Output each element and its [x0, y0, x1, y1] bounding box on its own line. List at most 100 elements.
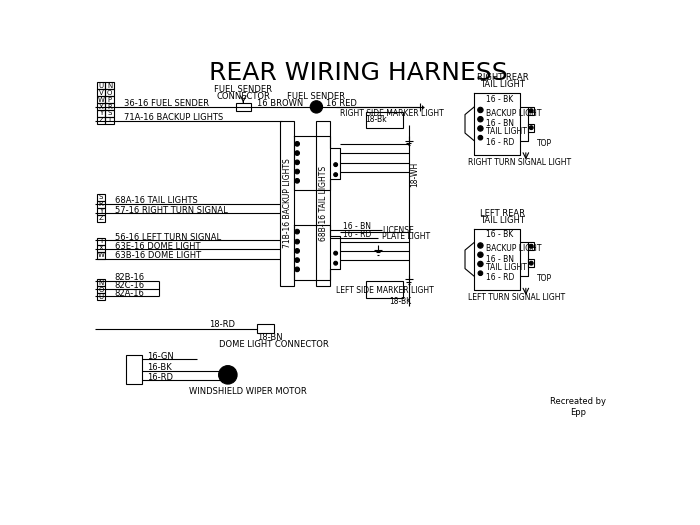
- Circle shape: [295, 267, 300, 271]
- Text: 56-16 LEFT TURN SIGNAL: 56-16 LEFT TURN SIGNAL: [115, 233, 220, 242]
- Text: LEFT TURN SIGNAL LIGHT: LEFT TURN SIGNAL LIGHT: [468, 293, 565, 302]
- Bar: [106, 117, 114, 124]
- Text: FUEL SENDER: FUEL SENDER: [288, 91, 345, 101]
- Text: FUEL SENDER: FUEL SENDER: [214, 86, 272, 94]
- Text: 18-RD: 18-RD: [209, 320, 235, 329]
- Bar: [235, 103, 251, 111]
- Circle shape: [334, 173, 337, 176]
- Text: BACKUP LIGHT: BACKUP LIGHT: [486, 244, 541, 253]
- Text: LICENSE: LICENSE: [382, 226, 414, 235]
- Circle shape: [529, 244, 533, 248]
- Text: CONNECTOR: CONNECTOR: [216, 91, 270, 101]
- Text: 16 - BN: 16 - BN: [486, 119, 514, 128]
- Text: BACKUP LIGHT: BACKUP LIGHT: [486, 109, 541, 118]
- Bar: [97, 208, 106, 215]
- Bar: [97, 110, 106, 117]
- Text: O: O: [107, 90, 112, 96]
- Bar: [106, 110, 114, 117]
- Circle shape: [334, 163, 337, 166]
- Text: RIGHT REAR: RIGHT REAR: [477, 73, 528, 82]
- Text: S: S: [99, 194, 104, 201]
- Circle shape: [218, 365, 237, 384]
- Text: R: R: [99, 201, 104, 207]
- Circle shape: [477, 252, 483, 257]
- Text: 82B-16: 82B-16: [115, 274, 145, 282]
- Text: 71B-16 BACKUP LIGHTS: 71B-16 BACKUP LIGHTS: [283, 159, 292, 248]
- Text: V: V: [99, 90, 104, 96]
- Text: Recreated by
Epp: Recreated by Epp: [550, 397, 606, 417]
- Circle shape: [477, 107, 483, 113]
- Bar: [97, 245, 106, 251]
- Bar: [528, 107, 534, 114]
- Text: 16 RED: 16 RED: [326, 99, 356, 108]
- Text: LEFT REAR: LEFT REAR: [480, 208, 525, 218]
- Circle shape: [478, 271, 483, 276]
- Circle shape: [310, 101, 323, 113]
- Bar: [528, 243, 534, 250]
- Circle shape: [334, 261, 337, 265]
- Text: 68A-16 TAIL LIGHTS: 68A-16 TAIL LIGHTS: [115, 196, 197, 205]
- Bar: [97, 286, 106, 293]
- Text: O: O: [99, 287, 104, 293]
- Circle shape: [315, 106, 318, 109]
- Text: Y: Y: [99, 208, 104, 214]
- Text: TOP: TOP: [538, 139, 552, 148]
- Text: Z: Z: [99, 215, 104, 221]
- Text: N: N: [107, 83, 112, 89]
- Text: TOP: TOP: [538, 274, 552, 283]
- Bar: [257, 324, 274, 333]
- Text: TAIL LIGHT: TAIL LIGHT: [486, 262, 526, 271]
- Circle shape: [295, 151, 300, 155]
- Text: PLATE LIGHT: PLATE LIGHT: [382, 232, 430, 241]
- Text: 68B-16 TAIL LIGHTS: 68B-16 TAIL LIGHTS: [318, 166, 328, 241]
- Circle shape: [295, 169, 300, 174]
- Bar: [106, 89, 114, 96]
- Text: RIGHT SIDE MARKER LIGHT: RIGHT SIDE MARKER LIGHT: [340, 109, 443, 118]
- Text: Z: Z: [99, 118, 104, 123]
- Circle shape: [529, 126, 533, 130]
- Text: 63E-16 DOME LIGHT: 63E-16 DOME LIGHT: [115, 242, 200, 251]
- Text: T: T: [108, 118, 112, 123]
- Circle shape: [295, 258, 300, 262]
- Bar: [280, 121, 294, 286]
- Circle shape: [477, 243, 483, 248]
- Text: R: R: [107, 103, 112, 110]
- Circle shape: [529, 109, 533, 113]
- Circle shape: [295, 248, 300, 253]
- Bar: [106, 96, 114, 103]
- Circle shape: [477, 261, 483, 267]
- Circle shape: [295, 160, 300, 165]
- Circle shape: [478, 135, 483, 140]
- Bar: [316, 121, 330, 286]
- Text: W: W: [98, 97, 104, 102]
- Text: 18-WH: 18-WH: [410, 162, 419, 187]
- Text: 16-BK: 16-BK: [147, 363, 172, 372]
- Text: 16 - BN: 16 - BN: [344, 222, 372, 231]
- Text: S: S: [108, 110, 112, 117]
- Bar: [97, 82, 106, 89]
- Text: X: X: [99, 245, 104, 251]
- Text: WINDSHIELD WIPER MOTOR: WINDSHIELD WIPER MOTOR: [189, 387, 307, 396]
- Bar: [97, 279, 106, 286]
- Text: N: N: [99, 280, 104, 286]
- Text: 16 BROWN: 16 BROWN: [257, 99, 303, 108]
- Text: 63B-16 DOME LIGHT: 63B-16 DOME LIGHT: [115, 251, 201, 260]
- Bar: [97, 194, 106, 201]
- Text: 71A-16 BACKUP LIGHTS: 71A-16 BACKUP LIGHTS: [124, 113, 223, 122]
- Text: TAIL LIGHT: TAIL LIGHT: [480, 80, 525, 89]
- Bar: [97, 238, 106, 245]
- Text: 82C-16: 82C-16: [115, 281, 145, 290]
- Text: 36-16 FUEL SENDER: 36-16 FUEL SENDER: [124, 99, 209, 108]
- Bar: [528, 259, 534, 267]
- Bar: [367, 111, 403, 129]
- Bar: [97, 251, 106, 259]
- Bar: [126, 355, 141, 384]
- Circle shape: [477, 126, 483, 131]
- Text: W: W: [98, 252, 104, 258]
- Text: 16 - RD: 16 - RD: [344, 230, 372, 239]
- Text: 16-GN: 16-GN: [147, 352, 174, 361]
- Circle shape: [295, 142, 300, 146]
- Text: 16-RD: 16-RD: [147, 373, 173, 382]
- Bar: [97, 201, 106, 208]
- Text: 16 - BK: 16 - BK: [486, 230, 513, 239]
